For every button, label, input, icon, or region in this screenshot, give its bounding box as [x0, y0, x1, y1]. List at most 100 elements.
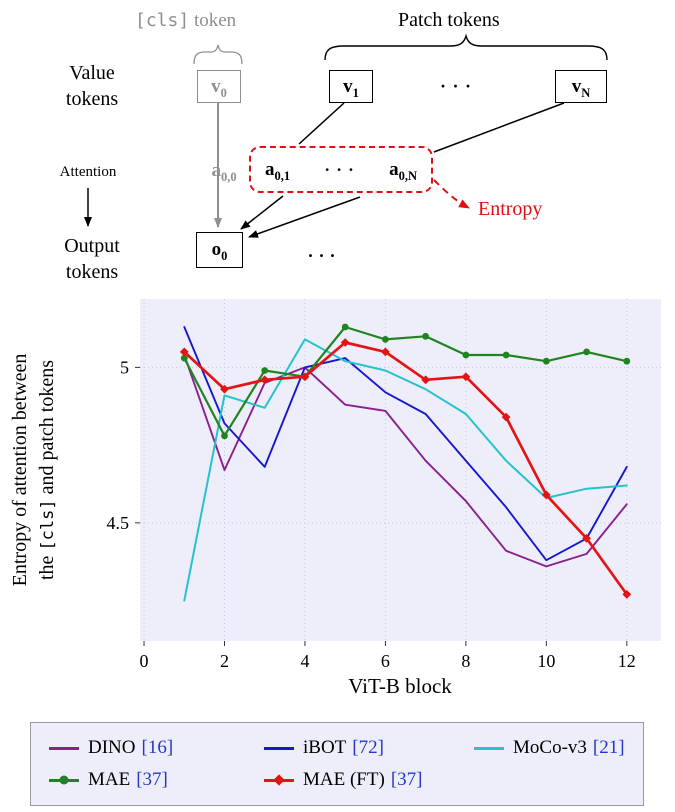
vN-symbol: vN — [571, 75, 591, 100]
series-line-dino — [183, 354, 628, 568]
legend-line-sample — [49, 746, 79, 750]
patch-tokens-label: Patch tokens — [398, 9, 500, 31]
v0-symbol: v0 — [211, 75, 227, 100]
series-point-mae — [462, 351, 470, 359]
plot-background — [140, 299, 661, 641]
legend-label: DINO [16] — [88, 737, 173, 759]
series-point-mae — [623, 357, 631, 365]
a00-symbol: a0,0 — [211, 160, 237, 184]
legend-line-sample — [474, 746, 504, 750]
x-tick-label: 0 — [140, 651, 149, 671]
citation-link-21[interactable]: [21] — [592, 737, 625, 758]
legend-line-sample — [49, 775, 79, 785]
legend-item-ibot: iBOT [72] — [264, 737, 474, 759]
v1-token-box: v1 — [329, 70, 373, 103]
series-point-mae — [382, 336, 389, 343]
a01-symbol: a0,1 — [265, 158, 291, 183]
series-line-ibot — [183, 326, 628, 562]
legend-label: MoCo-v3 [21] — [513, 737, 625, 759]
attention-weight-a00: a0,0 — [198, 152, 250, 190]
series-point-mae — [261, 367, 269, 374]
y-tick-label: 4.5 — [107, 513, 130, 533]
diamond-marker-icon — [273, 774, 285, 786]
attention-diagram: [cls] token Patch tokens Value tokens At… — [0, 0, 675, 295]
vN-to-attention-line — [433, 102, 565, 153]
cls-token-brace — [193, 44, 243, 65]
y-axis-label-line1: Entropy of attention between — [9, 353, 31, 587]
citation-link-72[interactable]: [72] — [352, 737, 384, 758]
legend-label: MAE (FT) [37] — [303, 769, 422, 791]
entropy-label: Entropy — [478, 198, 543, 220]
a0N-symbol: a0,N — [389, 158, 417, 183]
legend-label: MAE [37] — [88, 769, 168, 791]
series-point-mae — [542, 357, 550, 365]
series-line-mae-ft — [182, 341, 629, 596]
cls-token-mono: [cls] — [135, 10, 190, 31]
y-tick-label: 5 — [120, 357, 129, 377]
series-point-mae — [502, 351, 510, 359]
x-tick-label: 6 — [381, 651, 390, 671]
citation-link-37[interactable]: [37] — [136, 769, 168, 790]
legend-item-mae: MAE [37] — [49, 769, 264, 791]
legend-item-moco-v3: MoCo-v3 [21] — [474, 737, 643, 759]
cls-token-rest: token — [189, 10, 237, 31]
series-point-mae — [341, 323, 349, 331]
vN-token-box: vN — [555, 70, 607, 103]
legend-item-mae-ft: MAE (FT) [37] — [264, 769, 474, 791]
series-name: iBOT — [303, 737, 347, 758]
value-tokens-ellipsis: · · · — [439, 76, 472, 96]
series-point-mae-ft — [622, 589, 632, 599]
cls-token-inline: [cls] — [38, 499, 58, 551]
series-point-mae — [422, 332, 429, 340]
y-axis-label-line2: the [cls] and patch tokens — [36, 359, 58, 581]
x-tick-label: 10 — [537, 651, 555, 671]
series-point-mae — [180, 354, 188, 362]
series-point-mae-ft — [260, 375, 270, 385]
series-point-mae-ft — [582, 534, 591, 543]
v1-to-attention-line — [298, 102, 345, 145]
citation-link-37[interactable]: [37] — [390, 769, 423, 790]
diagram-connectors — [84, 33, 608, 238]
output-tokens-label: Output tokens — [64, 235, 120, 283]
attention-to-o0-arrow-1 — [240, 195, 284, 230]
y-axis-label: Entropy of attention between the [cls] a… — [7, 290, 61, 650]
v1-symbol: v1 — [343, 75, 359, 100]
value-tokens-label: Value tokens — [65, 62, 119, 110]
entropy-line-chart: 0 2 4 6 8 10 12 4.5 5 Entropy of attention betwe… — [0, 292, 675, 722]
o0-token-box: o0 — [196, 232, 243, 268]
chart-legend: DINO [16] iBOT [72] MoCo-v3 [21] MAE [37] MA… — [30, 722, 644, 806]
x-tick-label: 2 — [220, 651, 229, 671]
citation-link-16[interactable]: [16] — [141, 737, 174, 758]
legend-line-sample — [264, 746, 294, 750]
legend-label: iBOT [72] — [303, 737, 384, 759]
series-point-mae-ft — [381, 347, 390, 357]
series-name: MAE — [88, 769, 131, 790]
series-point-mae — [583, 348, 590, 356]
attention-weights-group-box: a0,1 · · · a0,N — [249, 146, 433, 193]
legend-line-sample — [264, 774, 294, 786]
series-line-moco-v3 — [183, 338, 628, 602]
chart-canvas: 0 2 4 6 8 10 12 4.5 5 — [107, 299, 661, 671]
series-name: MAE (FT) — [303, 769, 385, 790]
attention-weights-ellipsis: · · · — [324, 159, 355, 179]
series-point-mae-ft — [300, 372, 310, 382]
series-point-mae-ft — [179, 347, 189, 357]
attention-label: Attention — [59, 164, 117, 180]
o0-symbol: o0 — [211, 239, 228, 263]
attention-to-o0-arrow-2 — [248, 196, 361, 238]
series-point-mae — [221, 432, 228, 440]
patch-tokens-brace — [324, 33, 608, 61]
series-point-mae-ft — [541, 490, 551, 500]
output-tokens-ellipsis: . . . — [308, 241, 336, 261]
x-tick-label: 4 — [300, 651, 309, 671]
series-name: MoCo-v3 — [513, 737, 587, 758]
v0-token-box: v0 — [197, 70, 241, 103]
series-name: DINO — [88, 737, 136, 758]
x-tick-label: 12 — [618, 651, 636, 671]
series-point-mae-ft — [501, 412, 511, 422]
entropy-arrow — [433, 179, 470, 209]
x-tick-label: 8 — [461, 651, 470, 671]
legend-item-dino: DINO [16] — [49, 737, 264, 759]
circle-marker-icon — [59, 775, 69, 785]
